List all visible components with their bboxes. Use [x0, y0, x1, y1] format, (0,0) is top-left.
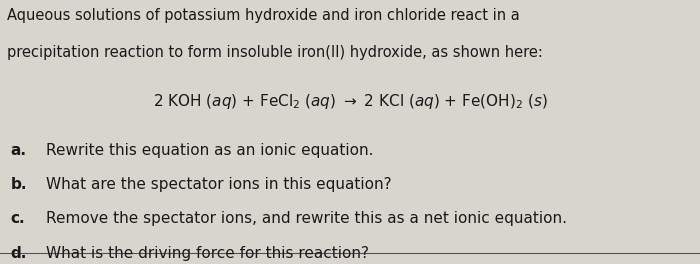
Text: a.: a.	[10, 143, 27, 158]
Text: Aqueous solutions of potassium hydroxide and iron chloride react in a: Aqueous solutions of potassium hydroxide…	[7, 8, 519, 23]
Text: What are the spectator ions in this equation?: What are the spectator ions in this equa…	[46, 177, 391, 192]
Text: b.: b.	[10, 177, 27, 192]
Text: d.: d.	[10, 246, 27, 261]
Text: precipitation reaction to form insoluble iron(II) hydroxide, as shown here:: precipitation reaction to form insoluble…	[7, 45, 543, 60]
Text: What is the driving force for this reaction?: What is the driving force for this react…	[46, 246, 368, 261]
Text: 2 KOH $(aq)$ + FeCl$_2$ $(aq)$ $\rightarrow$ 2 KCl $(aq)$ + Fe(OH)$_2$ $(s)$: 2 KOH $(aq)$ + FeCl$_2$ $(aq)$ $\rightar…	[153, 92, 547, 111]
Text: Rewrite this equation as an ionic equation.: Rewrite this equation as an ionic equati…	[46, 143, 373, 158]
Text: c.: c.	[10, 211, 25, 226]
Text: Remove the spectator ions, and rewrite this as a net ionic equation.: Remove the spectator ions, and rewrite t…	[46, 211, 566, 226]
